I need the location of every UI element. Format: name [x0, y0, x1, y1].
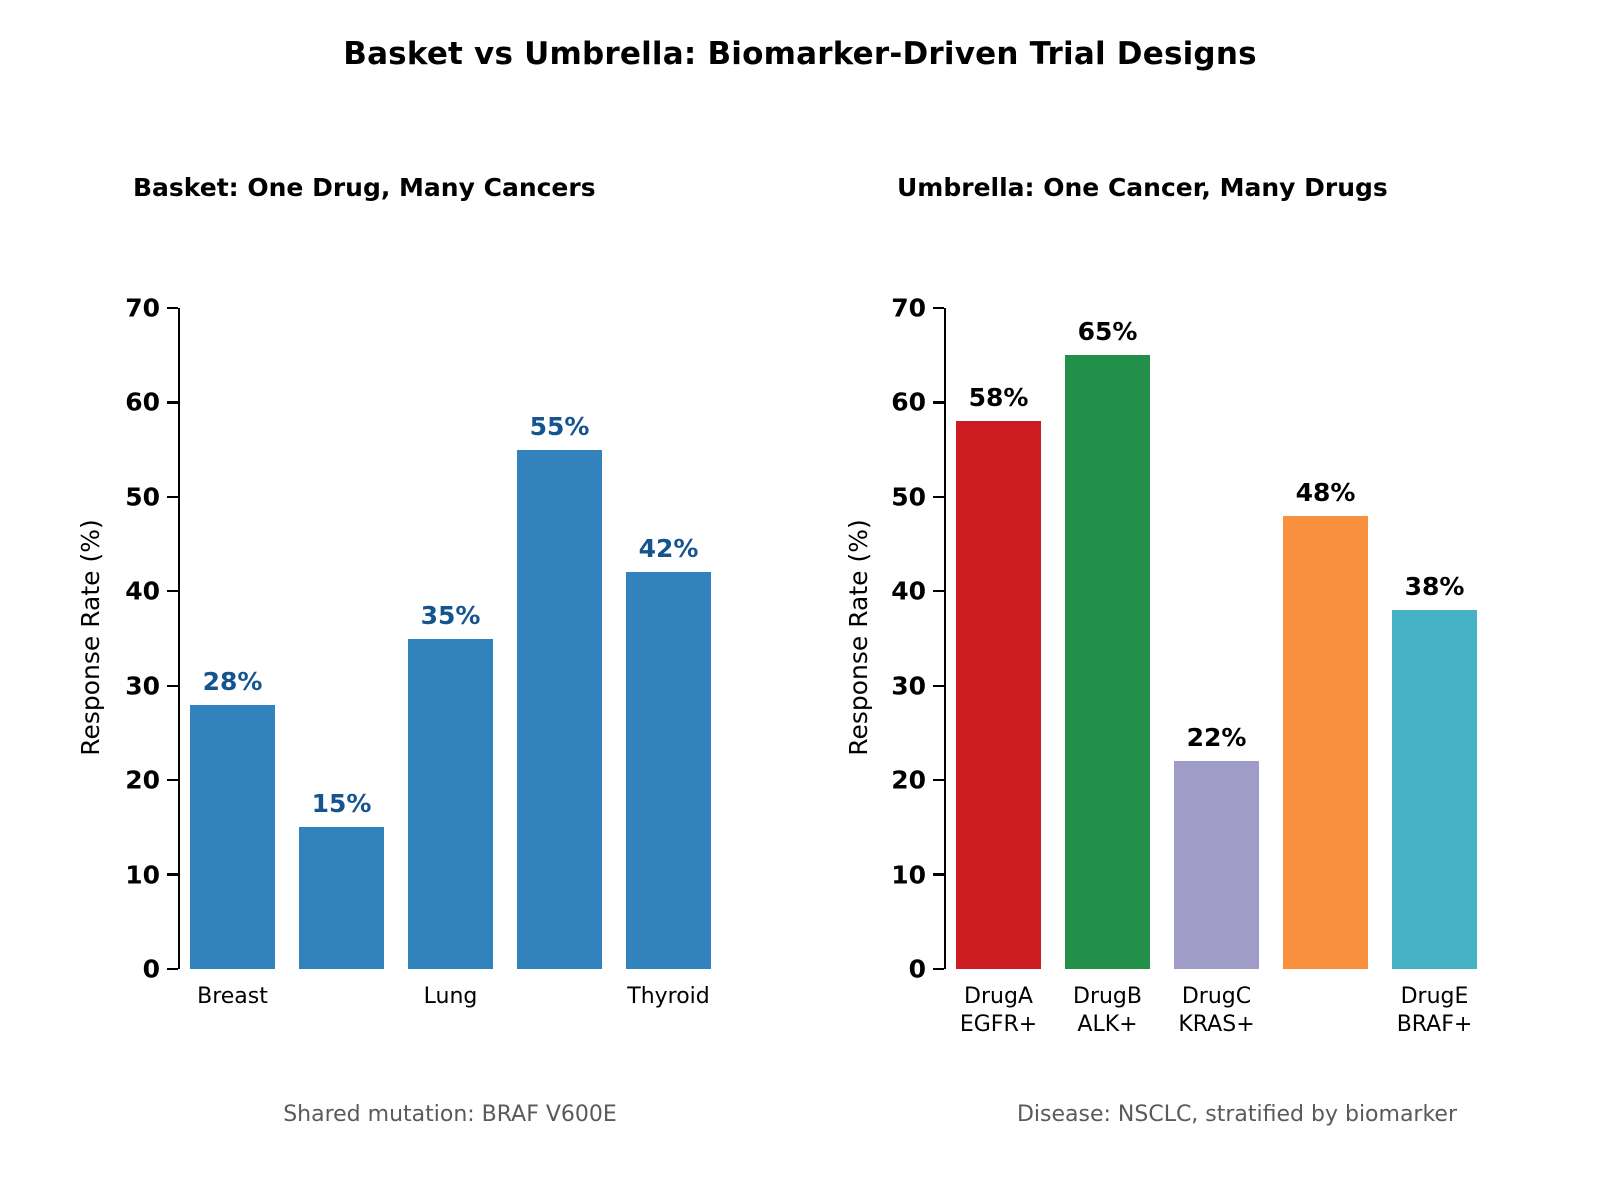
right-chart-y-tick-label: 50 — [891, 482, 926, 512]
x-tick-label: DrugC KRAS+ — [1178, 984, 1255, 1038]
left-chart-y-tick — [167, 967, 178, 971]
bar[interactable] — [625, 572, 711, 969]
right-chart-y-tick — [933, 779, 944, 782]
x-tick-label: Lung — [423, 984, 478, 1009]
right-chart-plot-area — [944, 308, 1489, 969]
bar[interactable] — [1391, 610, 1477, 969]
bar-value-label: 28% — [202, 666, 263, 696]
bar[interactable] — [298, 827, 384, 969]
right-chart-y-tick-label: 40 — [891, 576, 926, 606]
left-chart-y-tick — [167, 306, 178, 310]
right-chart-y-tick — [933, 967, 944, 971]
left-chart-axes: 0 10 20 30 40 50 60 70 — [125, 294, 723, 984]
right-panel-title: Umbrella: One Cancer, Many Drugs — [897, 173, 1388, 202]
bar[interactable] — [1282, 515, 1368, 969]
right-chart-y-tick-label: 0 — [908, 954, 926, 984]
right-chart-y-axis-title: Response Rate (%) — [843, 518, 873, 756]
left-chart-plot-area — [178, 308, 723, 969]
right-chart-y-tick-label: 30 — [891, 671, 926, 701]
bar-value-label: 55% — [529, 411, 590, 441]
right-chart-footnote: Disease: NSCLC, stratified by biomarker — [1016, 1102, 1458, 1127]
left-chart-y-tick-label: 20 — [125, 765, 160, 795]
bar-value-label: 42% — [638, 534, 699, 564]
bar-value-label: 35% — [420, 600, 481, 630]
left-chart-y-tick — [167, 684, 178, 687]
right-chart-y-tick — [933, 495, 944, 498]
right-chart-y-tick — [933, 401, 944, 404]
left-chart-y-tick-label: 50 — [125, 482, 160, 512]
x-tick-label: DrugE BRAF+ — [1396, 984, 1473, 1038]
x-tick-label: Breast — [197, 984, 268, 1009]
x-tick-label: DrugA EGFR+ — [959, 984, 1038, 1038]
bar[interactable] — [1173, 761, 1259, 969]
right-chart-y-tick-label: 70 — [891, 293, 926, 323]
figure-suptitle: Basket vs Umbrella: Biomarker-Driven Tri… — [343, 36, 1257, 72]
bar[interactable] — [407, 638, 493, 969]
left-chart-y-tick-label: 10 — [125, 860, 160, 890]
left-chart-y-tick-label: 30 — [125, 671, 160, 701]
left-chart-footnote: Shared mutation: BRAF V600E — [283, 1102, 617, 1127]
left-chart-y-tick — [167, 590, 178, 593]
bar[interactable] — [955, 421, 1041, 969]
x-tick-label: Thyroid — [627, 984, 710, 1009]
left-chart-y-axis-title: Response Rate (%) — [75, 518, 105, 756]
bar-value-label: 38% — [1404, 572, 1465, 602]
left-chart-y-tick — [167, 495, 178, 498]
right-chart-y-tick — [933, 684, 944, 687]
left-chart-y-axis-spine — [178, 308, 181, 969]
left-chart-y-tick — [167, 401, 178, 404]
right-chart-y-tick-label: 10 — [891, 860, 926, 890]
left-chart-y-tick — [167, 779, 178, 782]
left-chart-y-tick-label: 60 — [125, 387, 160, 417]
right-chart-y-tick-label: 20 — [891, 765, 926, 795]
bar-value-label: 22% — [1186, 723, 1247, 753]
left-chart-y-tick-label: 40 — [125, 576, 160, 606]
right-chart-y-tick — [933, 590, 944, 593]
bar[interactable] — [516, 449, 602, 969]
right-chart-y-tick-label: 60 — [891, 387, 926, 417]
bar-value-label: 58% — [968, 383, 1029, 413]
left-chart-y-tick-label: 70 — [125, 293, 160, 323]
right-chart-y-tick — [933, 306, 944, 310]
bar[interactable] — [1064, 355, 1150, 969]
right-chart-y-axis-spine — [944, 308, 947, 969]
left-panel-title: Basket: One Drug, Many Cancers — [133, 173, 596, 202]
right-chart-y-tick — [933, 873, 944, 876]
x-tick-label: DrugB ALK+ — [1073, 984, 1142, 1038]
bar-value-label: 15% — [311, 789, 372, 819]
bar-value-label: 65% — [1077, 317, 1138, 347]
right-chart-axes: 0 10 20 30 40 50 60 70 — [891, 294, 1489, 984]
bar-value-label: 48% — [1295, 477, 1356, 507]
left-chart-y-tick — [167, 873, 178, 876]
bar[interactable] — [189, 704, 275, 969]
left-chart-y-tick-label: 0 — [142, 954, 160, 984]
